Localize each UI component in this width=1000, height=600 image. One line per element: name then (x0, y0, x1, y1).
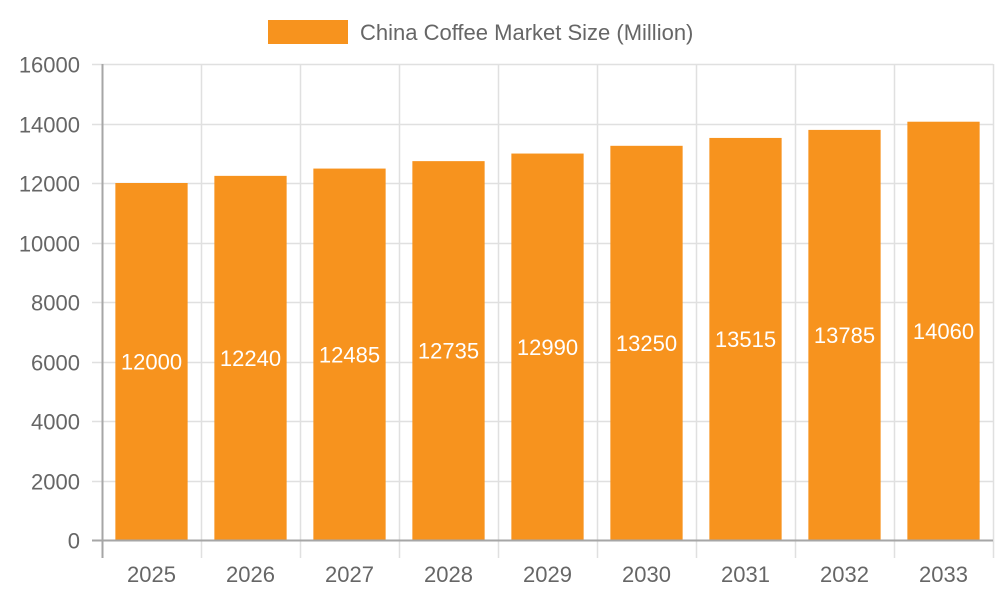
y-tick-label: 10000 (19, 232, 80, 257)
x-tick-label: 2029 (523, 562, 572, 587)
value-label: 13515 (715, 327, 776, 352)
x-tick-label: 2026 (226, 562, 275, 587)
bar-2029[interactable] (511, 153, 584, 541)
x-tick-label: 2033 (919, 562, 968, 587)
bar-2033[interactable] (907, 121, 980, 540)
y-tick-label: 8000 (31, 291, 80, 316)
bar-2026[interactable] (214, 175, 287, 541)
axes (92, 64, 993, 558)
value-label: 12990 (517, 335, 578, 360)
legend-label: China Coffee Market Size (Million) (360, 20, 693, 45)
bars (115, 121, 980, 541)
x-tick-label: 2028 (424, 562, 473, 587)
value-label: 12240 (220, 346, 281, 371)
x-tick-label: 2025 (127, 562, 176, 587)
y-tick-label: 0 (68, 529, 80, 554)
value-label: 12485 (319, 342, 380, 367)
value-label: 14060 (913, 319, 974, 344)
y-tick-label: 14000 (19, 113, 80, 138)
value-label: 12000 (121, 350, 182, 375)
x-tick-label: 2032 (820, 562, 869, 587)
y-tick-label: 2000 (31, 470, 80, 495)
bar-2030[interactable] (610, 145, 683, 540)
value-label: 12735 (418, 339, 479, 364)
legend-swatch (268, 20, 348, 44)
value-labels: 12000 12240 12485 12735 12990 13250 13515 13785… (121, 319, 974, 375)
y-tick-label: 16000 (19, 53, 80, 78)
y-tick-label: 12000 (19, 172, 80, 197)
bar-2028[interactable] (412, 161, 485, 541)
legend[interactable]: China Coffee Market Size (Million) (268, 20, 693, 45)
x-tick-label: 2031 (721, 562, 770, 587)
bar-2027[interactable] (313, 168, 386, 541)
bar-2025[interactable] (115, 183, 188, 540)
bar-2032[interactable] (808, 129, 881, 541)
y-tick-label: 6000 (31, 351, 80, 376)
x-axis-tick-labels: 2025 2026 2027 2028 2029 2030 2031 2032 2033 (127, 562, 968, 587)
x-tick-label: 2030 (622, 562, 671, 587)
value-label: 13785 (814, 323, 875, 348)
bar-2031[interactable] (709, 137, 782, 540)
x-tick-label: 2027 (325, 562, 374, 587)
y-tick-label: 4000 (31, 410, 80, 435)
y-axis-tick-labels: 0 2000 4000 6000 8000 10000 12000 14000 16000 (19, 53, 80, 554)
value-label: 13250 (616, 331, 677, 356)
